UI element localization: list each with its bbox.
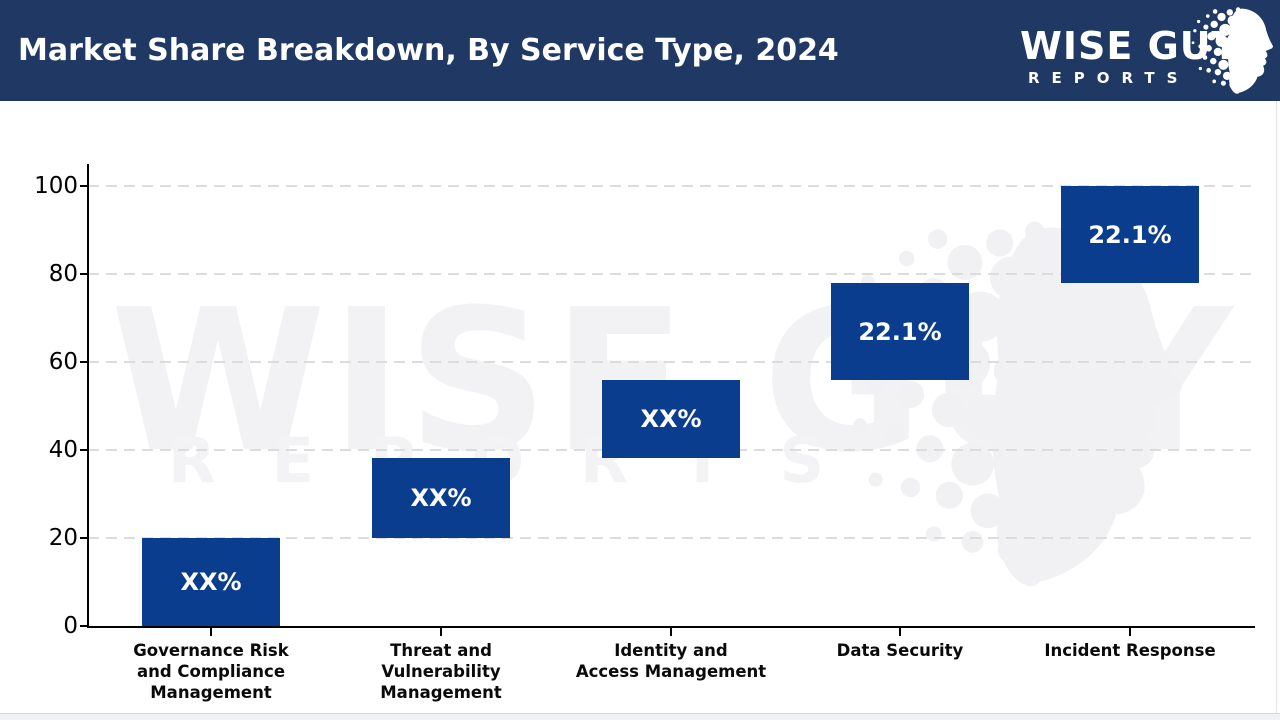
y-tick [80,625,88,627]
gridline [88,537,1254,539]
wise-guy-reports-logo: WISE GUY REPORTS [1020,7,1274,94]
y-tick [80,361,88,363]
watermark-subtext: REPORTS [168,424,881,497]
bar-value-label: XX% [180,568,242,596]
logo-subtext: REPORTS [1028,69,1189,87]
bar-segment: 22.1% [1061,186,1199,284]
x-category-label: Identity and Access Management [575,641,767,681]
image-right-edge [1276,101,1277,714]
bar-segment: XX% [602,380,740,458]
bar-value-label: 22.1% [1088,220,1172,249]
y-tick [80,273,88,275]
bar-value-label: 22.1% [858,317,942,346]
x-tick [440,628,442,636]
y-tick [80,185,88,187]
x-tick [899,628,901,636]
gridline [88,273,1254,275]
y-tick-label: 40 [48,437,78,463]
bar-value-label: XX% [410,483,472,512]
x-category-label: Data Security [836,641,964,660]
bar-segment: 22.1% [831,283,969,381]
y-tick-label: 60 [48,349,78,375]
gridline [88,361,1254,363]
watermark-head-icon [838,221,1183,587]
x-tick [210,628,212,636]
y-tick-label: 20 [48,525,78,551]
header-bar: Market Share Breakdown, By Service Type,… [0,0,1280,101]
y-axis-spine [87,164,89,628]
bar-segment: XX% [142,538,280,626]
logo-head-icon [1191,7,1274,94]
bar-segment: XX% [372,457,510,538]
logo-wordmark: WISE GUY [1020,24,1240,68]
x-category-label: Governance Risk and Compliance Managemen… [133,641,289,702]
x-tick [1129,628,1131,636]
y-tick [80,537,88,539]
gridline [88,185,1254,187]
bar-value-label: XX% [640,405,702,434]
y-tick-label: 100 [34,173,78,199]
y-tick-label: 80 [48,261,78,287]
x-category-label: Incident Response [1044,641,1216,660]
chart-title: Market Share Breakdown, By Service Type,… [18,33,839,68]
x-axis-spine [87,626,1255,628]
x-category-label: Threat and Vulnerability Management [380,641,502,702]
y-tick [80,449,88,451]
x-tick [670,628,672,636]
y-tick-label: 0 [63,613,78,639]
bottom-strip [0,713,1280,720]
